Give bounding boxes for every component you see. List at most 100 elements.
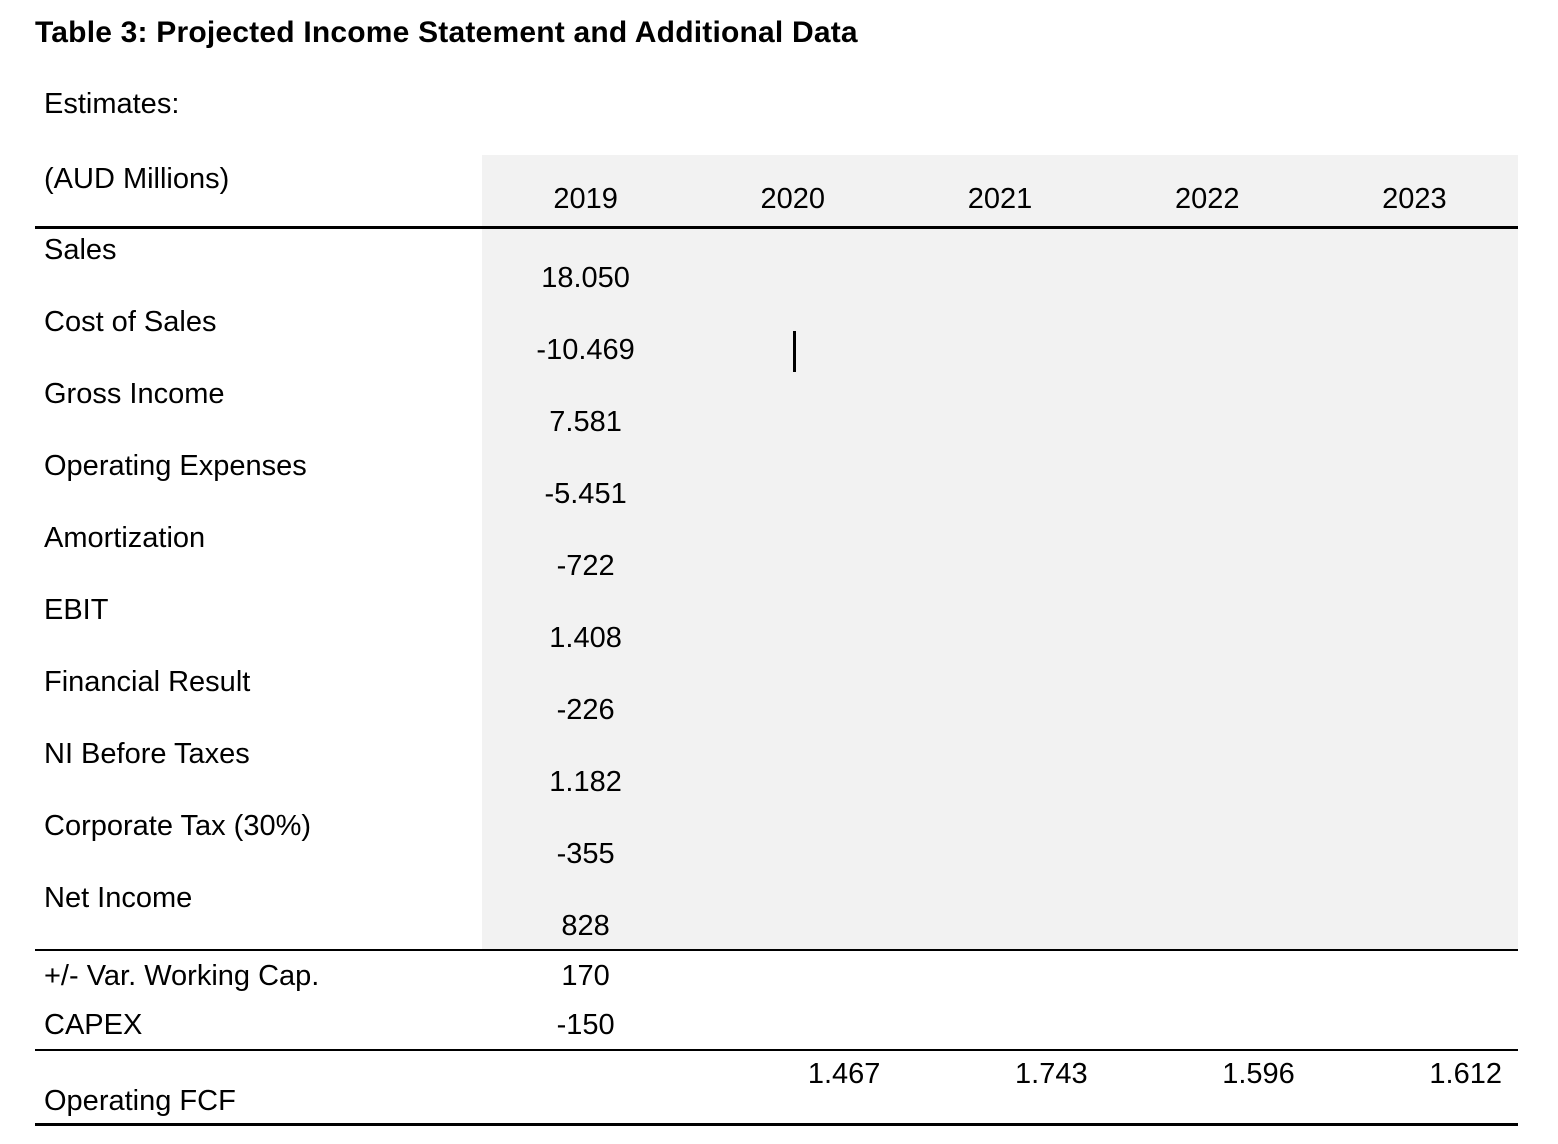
table-row-financial-result: Financial Result -226 [35,661,1518,733]
cell-2020 [689,229,897,301]
cell-2020: 1.467 [807,1058,881,1090]
cell-2020 [689,373,897,445]
cell-2023 [1310,733,1518,805]
row-label: +/- Var. Working Cap. [44,960,320,992]
cell-2022 [1103,301,1311,373]
cell-2019: 7.581 [482,373,690,445]
row-label: Gross Income [44,378,225,410]
column-header-2020: 2020 [689,155,897,226]
cell-2020[interactable] [689,301,897,373]
cell-2022 [1104,951,1311,1000]
cell-2019: 1.408 [482,589,690,661]
cell-2022 [1103,877,1311,949]
table-row-operating-fcf: Operating FCF 1.467 1.743 1.596 1.612 [35,1051,1518,1123]
table-title: Table 3: Projected Income Statement and … [35,16,858,49]
cell-2021 [896,229,1104,301]
cell-2023 [1311,1000,1518,1049]
cell-2021 [896,589,1104,661]
row-label: Operating Expenses [44,450,307,482]
row-label: Operating FCF [44,1085,236,1117]
cell-2019: -355 [482,805,690,877]
cell-2019: -226 [482,661,690,733]
cell-2021: 1.743 [1015,1058,1088,1090]
cell-2019: -5.451 [482,445,690,517]
cell-2020 [689,661,897,733]
cell-2019: 828 [482,877,690,949]
cell-2021 [896,951,1103,1000]
cell-2019: 1.182 [482,733,690,805]
text-cursor [793,331,796,372]
cell-2020 [689,805,897,877]
cell-2023 [1310,301,1518,373]
cell-2023 [1310,589,1518,661]
cell-2022: 1.596 [1222,1058,1295,1090]
cell-2023 [1310,229,1518,301]
column-header-2019: 2019 [482,155,690,226]
estimates-label: Estimates: [44,88,180,120]
row-label: EBIT [44,594,109,626]
cell-2020 [689,445,897,517]
fcf-section: Operating FCF 1.467 1.743 1.596 1.612 [35,1051,1518,1126]
table-row-sales: Sales 18.050 [35,229,1518,301]
cell-2020 [689,517,897,589]
table-row-net-income: Net Income 828 [35,877,1518,949]
row-label: Corporate Tax (30%) [44,810,312,842]
cell-2021 [896,373,1104,445]
cell-2022 [1103,229,1311,301]
row-label: Financial Result [44,666,251,698]
cell-2022 [1103,805,1311,877]
unit-label: (AUD Millions) [44,163,230,195]
cell-2019 [482,1051,689,1123]
cell-2022 [1104,1000,1311,1049]
row-label: Amortization [44,522,206,554]
cell-2020 [689,1000,896,1049]
table-row-ebit: EBIT 1.408 [35,589,1518,661]
cell-2022 [1103,517,1311,589]
cell-2023 [1310,877,1518,949]
adjustments-section: +/- Var. Working Cap. 170 CAPEX -150 [35,951,1518,1051]
cell-2019: -150 [556,1009,615,1041]
cell-2022 [1103,373,1311,445]
cell-2022 [1103,589,1311,661]
cell-2019: 170 [561,960,610,992]
table-row-operating-expenses: Operating Expenses -5.451 [35,445,1518,517]
row-label: Sales [44,234,117,266]
cell-2023 [1310,445,1518,517]
cell-2021 [896,445,1104,517]
cell-2019: -722 [482,517,690,589]
table-row-gross-income: Gross Income 7.581 [35,373,1518,445]
row-label: Net Income [44,882,193,914]
cell-2022 [1103,733,1311,805]
table-row-amortization: Amortization -722 [35,517,1518,589]
cell-2020 [689,951,896,1000]
cell-2023 [1310,517,1518,589]
cell-2023 [1311,951,1518,1000]
cell-2023 [1310,661,1518,733]
cell-2019: 18.050 [482,229,690,301]
cell-2022 [1103,661,1311,733]
cell-2020 [689,877,897,949]
cell-2021 [896,517,1104,589]
cell-2023 [1310,373,1518,445]
row-label: Cost of Sales [44,306,217,338]
cell-2021 [896,877,1104,949]
table-row-cost-of-sales: Cost of Sales -10.469 [35,301,1518,373]
cell-2021 [896,1000,1103,1049]
column-header-2022: 2022 [1103,155,1311,226]
table-header-row: (AUD Millions) 2019 2020 2021 2022 2023 [35,155,1518,229]
cell-2019: -10.469 [482,301,690,373]
row-label: NI Before Taxes [44,738,250,770]
cell-2020 [689,589,897,661]
income-statement-table: (AUD Millions) 2019 2020 2021 2022 2023 … [35,155,1518,1126]
table-row-capex: CAPEX -150 [35,1000,1518,1049]
cell-2021 [896,805,1104,877]
cell-2021 [896,733,1104,805]
table-row-ni-before-taxes: NI Before Taxes 1.182 [35,733,1518,805]
table-row-corporate-tax: Corporate Tax (30%) -355 [35,805,1518,877]
table-row-working-cap: +/- Var. Working Cap. 170 [35,951,1518,1000]
cell-2022 [1103,445,1311,517]
column-header-2021: 2021 [896,155,1104,226]
cell-2020 [689,733,897,805]
cell-2021 [896,661,1104,733]
